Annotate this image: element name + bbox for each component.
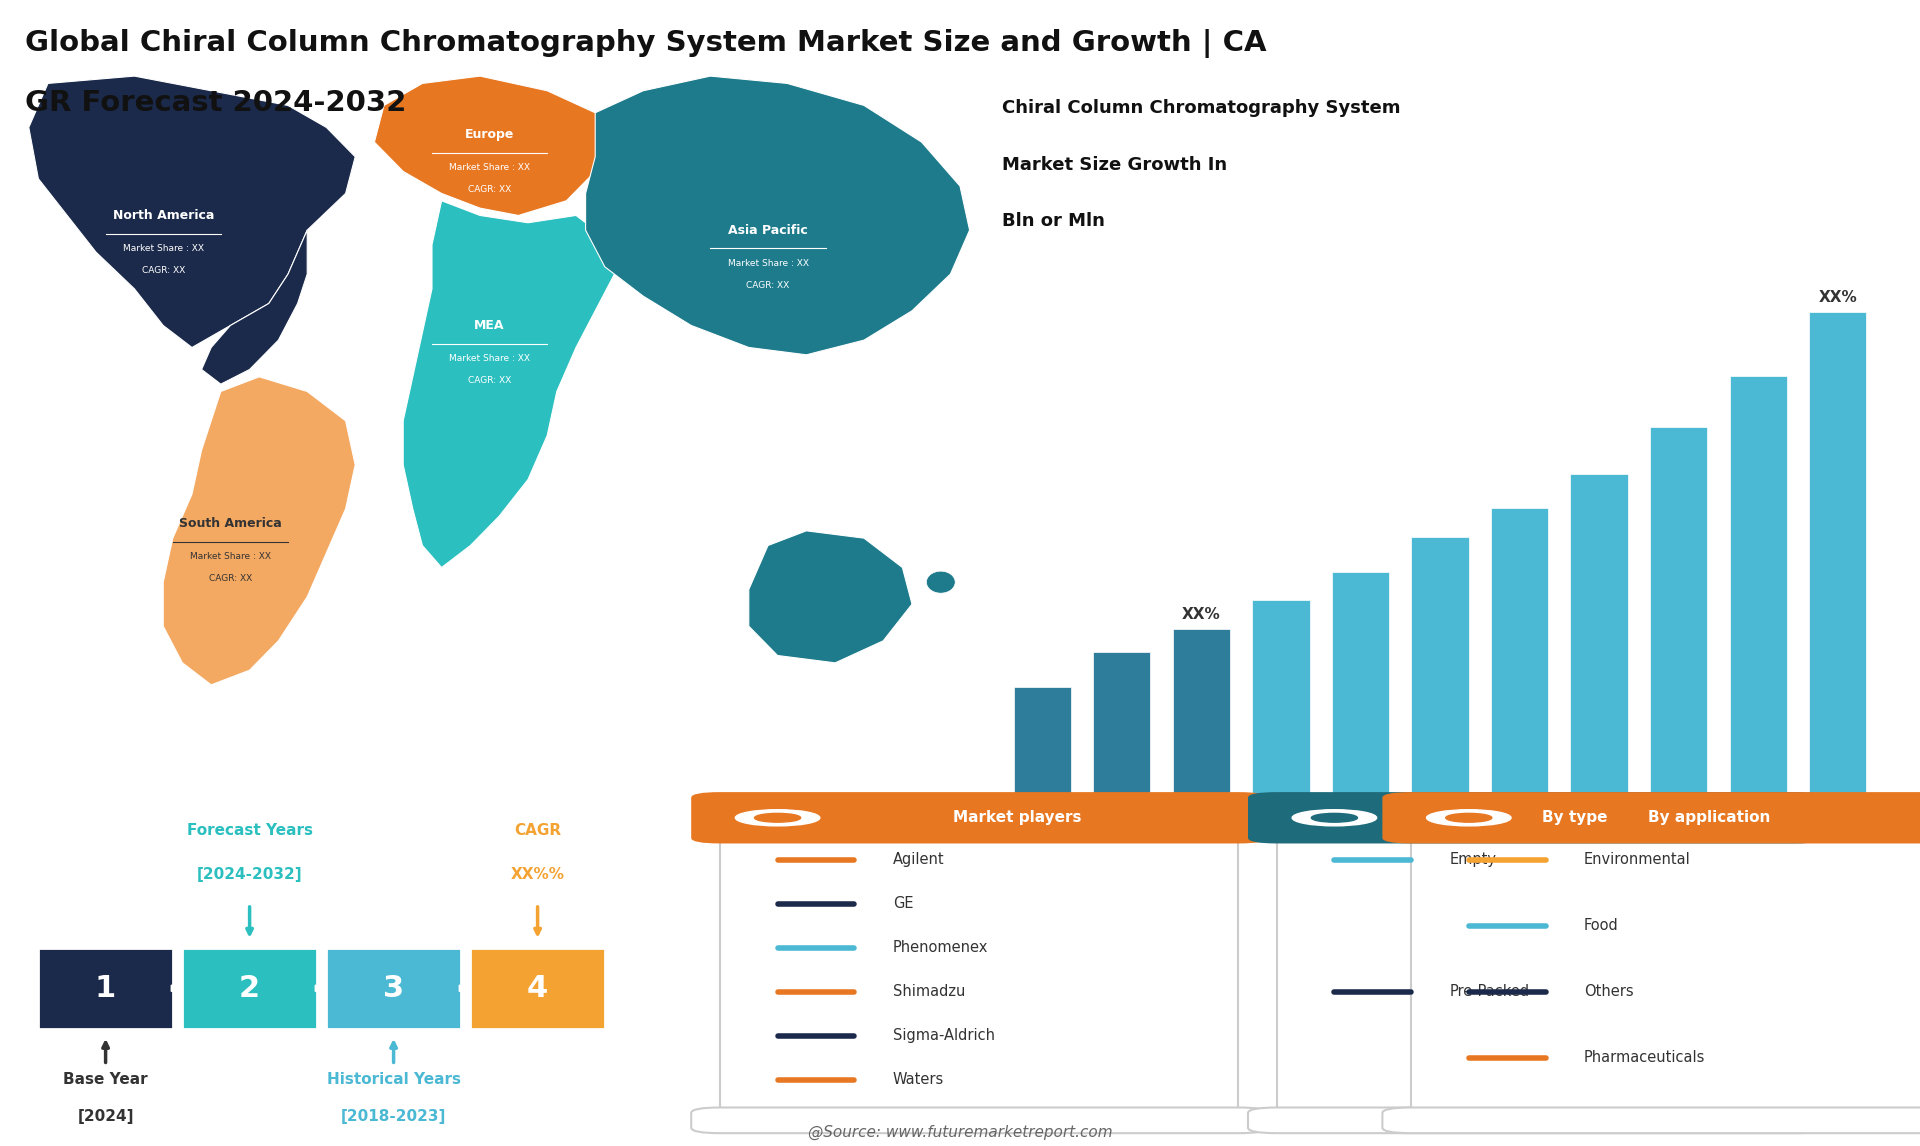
Text: 2: 2 [238, 974, 261, 1003]
Circle shape [755, 814, 801, 822]
Bar [1173, 629, 1231, 802]
Bar [1332, 572, 1388, 802]
Text: Market Share : XX: Market Share : XX [449, 163, 530, 172]
Text: Waters: Waters [893, 1073, 945, 1088]
Polygon shape [586, 76, 970, 355]
Bar [1649, 427, 1707, 802]
Text: Market Share : XX: Market Share : XX [728, 259, 808, 268]
FancyBboxPatch shape [1411, 841, 1920, 1128]
Text: North America: North America [113, 209, 213, 222]
Bar [1092, 652, 1150, 802]
Text: CAGR: XX: CAGR: XX [142, 266, 184, 275]
Text: By application: By application [1647, 810, 1770, 825]
FancyBboxPatch shape [326, 948, 461, 1029]
Text: GR Forecast 2024-2032: GR Forecast 2024-2032 [25, 89, 407, 117]
Text: GE: GE [893, 896, 914, 911]
Text: CAGR: XX: CAGR: XX [468, 186, 511, 195]
Text: Market Share : XX: Market Share : XX [449, 354, 530, 363]
Text: Empty: Empty [1450, 853, 1496, 868]
Bar [1014, 686, 1071, 802]
Text: Sigma-Aldrich: Sigma-Aldrich [893, 1028, 995, 1044]
Circle shape [925, 571, 954, 594]
Bar [1252, 601, 1309, 802]
FancyBboxPatch shape [720, 841, 1238, 1128]
Circle shape [1427, 810, 1511, 826]
Text: 1: 1 [94, 974, 117, 1003]
FancyBboxPatch shape [1277, 841, 1795, 1128]
Text: XX%%: XX%% [511, 868, 564, 882]
Bar [1571, 473, 1628, 802]
Text: Pre-Packed: Pre-Packed [1450, 984, 1530, 999]
Circle shape [1311, 814, 1357, 822]
Text: Market players: Market players [954, 810, 1081, 825]
FancyBboxPatch shape [1248, 1107, 1824, 1133]
Bar [1809, 312, 1866, 802]
FancyBboxPatch shape [470, 948, 605, 1029]
Text: Shimadzu: Shimadzu [893, 984, 966, 999]
Text: Asia Pacific: Asia Pacific [728, 223, 808, 236]
Bar [1492, 508, 1548, 802]
Text: Food: Food [1584, 918, 1619, 934]
Text: Forecast Years: Forecast Years [186, 823, 313, 838]
Text: CAGR: CAGR [515, 823, 561, 838]
Text: Bln or Mln: Bln or Mln [1002, 212, 1106, 230]
Text: CAGR: XX: CAGR: XX [468, 376, 511, 385]
Text: [2018-2023]: [2018-2023] [342, 1109, 445, 1124]
Bar [1411, 537, 1469, 802]
FancyBboxPatch shape [691, 792, 1267, 843]
FancyBboxPatch shape [38, 948, 173, 1029]
Text: Chiral Column Chromatography System: Chiral Column Chromatography System [1002, 99, 1402, 117]
Text: Global Chiral Column Chromatography System Market Size and Growth | CA: Global Chiral Column Chromatography Syst… [25, 29, 1267, 57]
Text: Market Share : XX: Market Share : XX [190, 552, 271, 562]
FancyBboxPatch shape [691, 1107, 1267, 1133]
Text: @Source: www.futuremarketreport.com: @Source: www.futuremarketreport.com [808, 1125, 1112, 1140]
FancyBboxPatch shape [1382, 792, 1920, 843]
Text: CAGR: XX: CAGR: XX [747, 281, 789, 290]
Text: South America: South America [179, 517, 282, 529]
Text: Others: Others [1584, 984, 1634, 999]
Text: Agilent: Agilent [893, 853, 945, 868]
Polygon shape [374, 76, 614, 215]
FancyBboxPatch shape [182, 948, 317, 1029]
Text: Europe: Europe [465, 128, 515, 141]
Text: XX%: XX% [1818, 290, 1857, 305]
Text: Pharmaceuticals: Pharmaceuticals [1584, 1051, 1705, 1066]
Text: Base Year: Base Year [63, 1073, 148, 1088]
Circle shape [1292, 810, 1377, 826]
FancyBboxPatch shape [1382, 1107, 1920, 1133]
Text: Environmental: Environmental [1584, 853, 1692, 868]
Text: [2024]: [2024] [77, 1109, 134, 1124]
Polygon shape [202, 230, 307, 384]
FancyBboxPatch shape [1248, 792, 1824, 843]
Circle shape [1446, 814, 1492, 822]
Text: Market Size Growth In: Market Size Growth In [1002, 156, 1227, 174]
Text: 3: 3 [382, 974, 405, 1003]
Polygon shape [749, 531, 912, 662]
Circle shape [735, 810, 820, 826]
Text: By type: By type [1542, 810, 1607, 825]
Text: 4: 4 [526, 974, 549, 1003]
Text: Market Share : XX: Market Share : XX [123, 244, 204, 253]
Polygon shape [403, 201, 614, 567]
Text: MEA: MEA [474, 319, 505, 332]
Polygon shape [29, 76, 355, 347]
Text: Phenomenex: Phenomenex [893, 941, 989, 956]
Text: XX%: XX% [1183, 607, 1221, 622]
Polygon shape [163, 377, 355, 685]
Bar [1730, 376, 1788, 802]
Text: CAGR: XX: CAGR: XX [209, 574, 252, 583]
Text: [2024-2032]: [2024-2032] [196, 868, 303, 882]
Text: Historical Years: Historical Years [326, 1073, 461, 1088]
